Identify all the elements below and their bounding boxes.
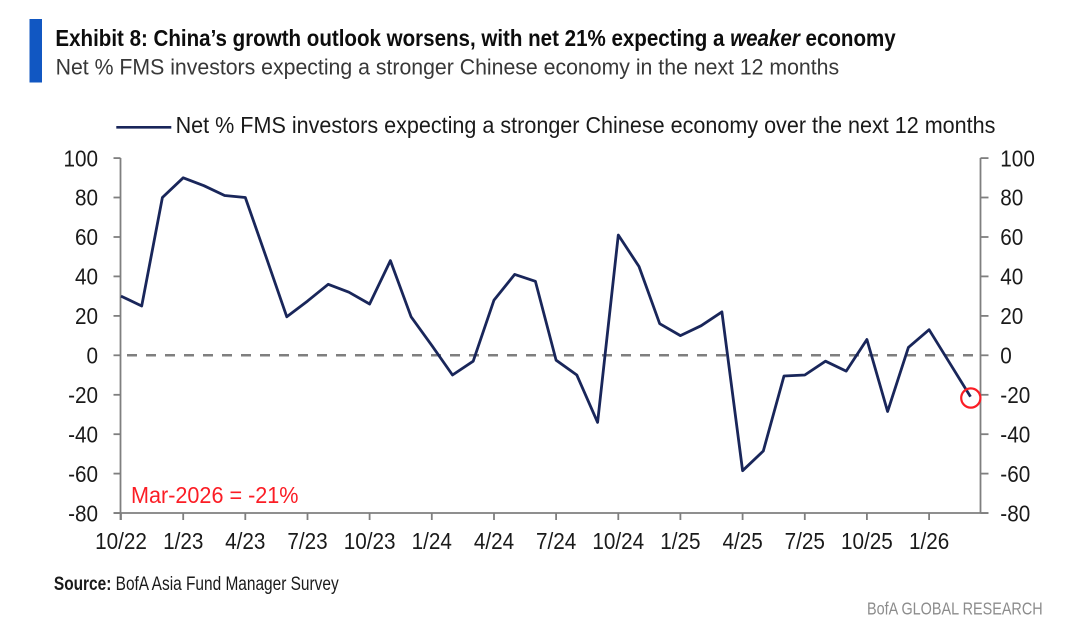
svg-text:10/23: 10/23 [344,528,396,554]
svg-text:0: 0 [86,342,98,368]
svg-text:100: 100 [63,145,98,171]
svg-text:7/23: 7/23 [287,528,327,554]
svg-text:Source: BofA Asia Fund Manager: Source: BofA Asia Fund Manager Survey [54,572,339,594]
svg-text:4/23: 4/23 [225,528,265,554]
svg-text:80: 80 [75,185,98,211]
svg-text:80: 80 [1000,185,1023,211]
svg-text:7/24: 7/24 [536,528,576,554]
svg-text:-40: -40 [68,421,98,447]
svg-text:20: 20 [75,303,98,329]
svg-text:-60: -60 [1000,461,1030,487]
svg-text:-80: -80 [68,500,98,526]
svg-text:10/22: 10/22 [95,528,147,554]
svg-text:BofA GLOBAL RESEARCH: BofA GLOBAL RESEARCH [867,599,1043,619]
svg-text:7/25: 7/25 [785,528,825,554]
svg-text:4/25: 4/25 [722,528,762,554]
svg-text:Net % FMS investors expecting: Net % FMS investors expecting a stronger… [176,113,996,139]
svg-text:-80: -80 [1000,500,1030,526]
svg-text:-40: -40 [1000,421,1030,447]
svg-text:60: 60 [75,224,98,250]
svg-text:Exhibit 8: China’s growth outl: Exhibit 8: China’s growth outlook worsen… [55,25,896,52]
svg-text:10/25: 10/25 [841,528,893,554]
svg-text:-20: -20 [1000,382,1030,408]
svg-text:0: 0 [1000,342,1012,368]
svg-text:4/24: 4/24 [474,528,514,554]
svg-text:-20: -20 [68,382,98,408]
svg-text:Net % FMS investors expecting: Net % FMS investors expecting a stronger… [56,54,840,80]
svg-text:1/24: 1/24 [412,528,452,554]
svg-text:40: 40 [75,264,98,290]
svg-text:1/25: 1/25 [660,528,700,554]
svg-text:1/23: 1/23 [163,528,203,554]
svg-text:60: 60 [1000,224,1023,250]
svg-text:1/26: 1/26 [909,528,949,554]
svg-text:Mar-2026 = -21%: Mar-2026 = -21% [131,482,299,508]
svg-text:-60: -60 [68,461,98,487]
svg-text:100: 100 [1000,145,1035,171]
svg-text:20: 20 [1000,303,1023,329]
svg-text:10/24: 10/24 [592,528,644,554]
svg-text:40: 40 [1000,264,1023,290]
